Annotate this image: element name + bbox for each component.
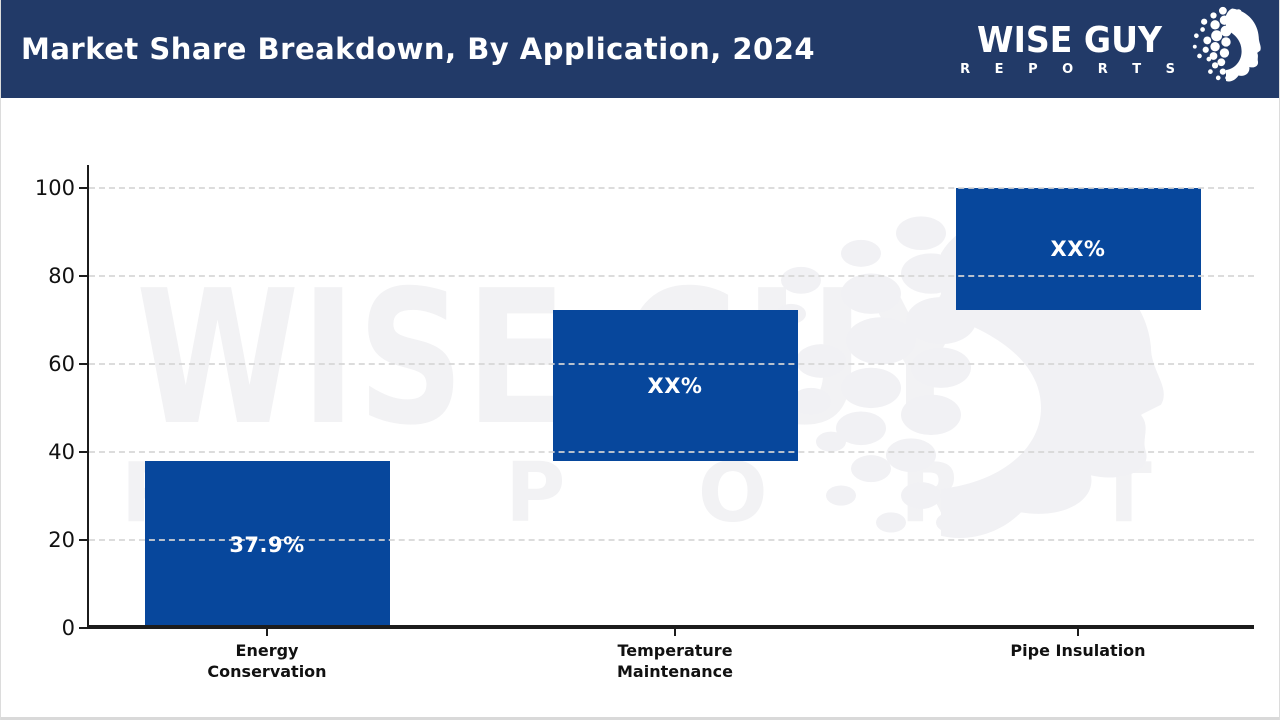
x-category-label-line: Energy	[235, 641, 299, 660]
bottom-strip	[1, 717, 1279, 720]
x-category-label-1: Temperature Maintenance	[515, 640, 835, 682]
x-category-label-line: Maintenance	[616, 662, 733, 681]
bar-0	[144, 461, 390, 628]
y-tick-40	[79, 450, 88, 453]
x-tick-0	[266, 629, 268, 636]
x-tick-1	[674, 629, 676, 636]
gridline-100	[89, 186, 1254, 189]
gridline-20	[89, 538, 1254, 541]
gridline-80	[89, 274, 1254, 277]
x-category-label-0: Energy Conservation	[107, 640, 427, 682]
y-tick-label-40: 40	[48, 439, 75, 464]
y-axis	[87, 165, 89, 629]
logo-text: WISE GUY R E P O R T S	[954, 19, 1185, 77]
x-tick-2	[1077, 629, 1079, 636]
y-tick-100	[79, 186, 88, 189]
y-tick-label-60: 60	[48, 351, 75, 376]
y-tick-0	[79, 627, 88, 629]
x-category-label-line: Conservation	[207, 662, 327, 681]
gridline-60	[89, 362, 1254, 365]
page-title: Market Share Breakdown, By Application, …	[21, 32, 816, 66]
x-category-label-line: Temperature	[617, 641, 733, 660]
x-category-label-line: Pipe Insulation	[1010, 641, 1146, 660]
x-axis	[87, 625, 1254, 629]
gridline-40	[89, 450, 1254, 453]
bar-value-label-1: XX%	[647, 373, 703, 398]
wise-guy-logo: WISE GUY R E P O R T S	[954, 6, 1265, 92]
y-tick-label-100: 100	[34, 175, 75, 200]
y-tick-60	[79, 362, 88, 365]
x-category-label-2: Pipe Insulation	[918, 640, 1238, 661]
y-tick-label-0: 0	[61, 616, 75, 640]
bar-value-label-2: XX%	[1050, 236, 1106, 261]
bar-value-label-0: 37.9%	[229, 532, 305, 557]
logo-wordmark: WISE GUY	[977, 19, 1163, 61]
y-tick-label-20: 20	[48, 527, 75, 552]
header: Market Share Breakdown, By Application, …	[1, 0, 1279, 98]
y-tick-80	[79, 274, 88, 277]
y-tick-label-80: 80	[48, 263, 75, 288]
logo-head-icon	[1192, 6, 1261, 82]
logo-subtitle: R E P O R T S	[960, 61, 1185, 77]
y-tick-20	[79, 538, 88, 541]
